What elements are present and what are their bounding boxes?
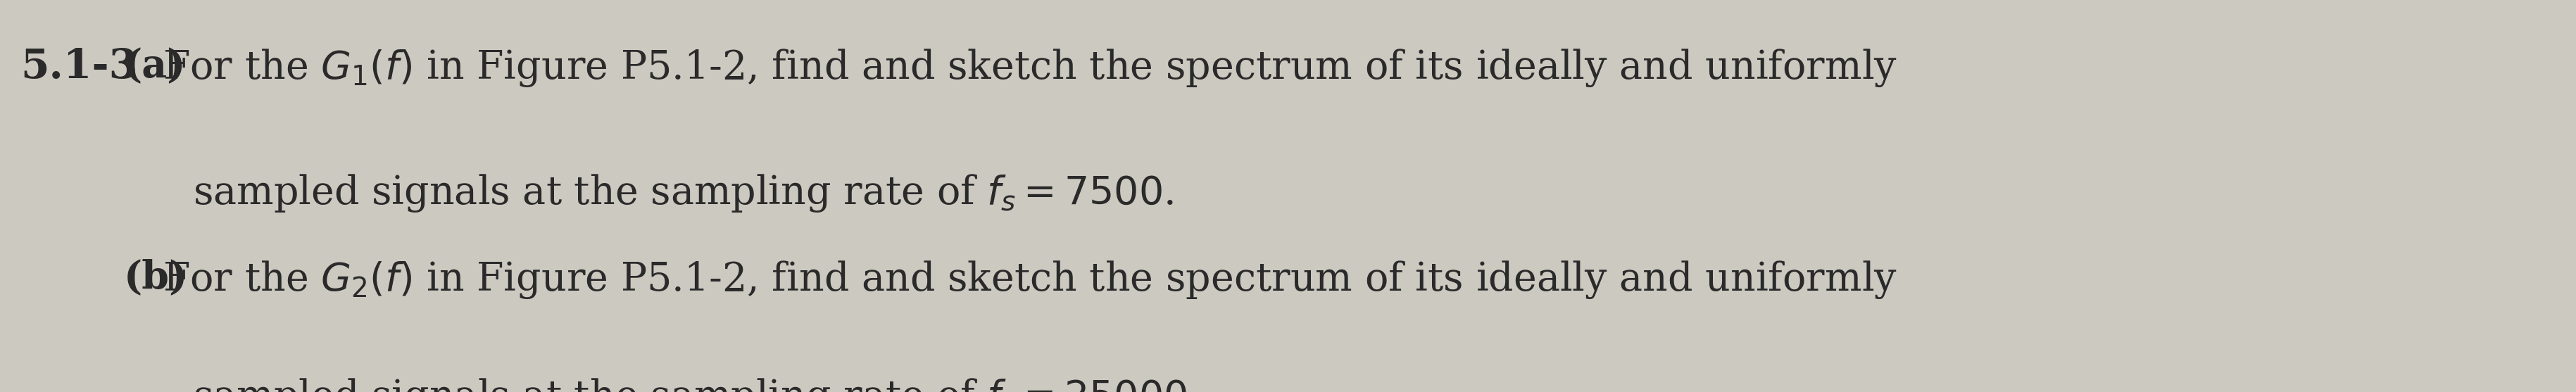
Text: sampled signals at the sampling rate of $f_s = 7500$.: sampled signals at the sampling rate of …: [193, 172, 1175, 214]
Text: For the $G_2(f)$ in Figure P5.1-2, find and sketch the spectrum of its ideally a: For the $G_2(f)$ in Figure P5.1-2, find …: [162, 259, 1896, 300]
Text: (b): (b): [124, 259, 188, 298]
Text: 5.1-3: 5.1-3: [21, 47, 137, 87]
Text: sampled signals at the sampling rate of $f_s = 25000$.: sampled signals at the sampling rate of …: [193, 376, 1198, 392]
Text: (a): (a): [124, 47, 185, 86]
Text: For the $G_1(f)$ in Figure P5.1-2, find and sketch the spectrum of its ideally a: For the $G_1(f)$ in Figure P5.1-2, find …: [162, 47, 1896, 89]
